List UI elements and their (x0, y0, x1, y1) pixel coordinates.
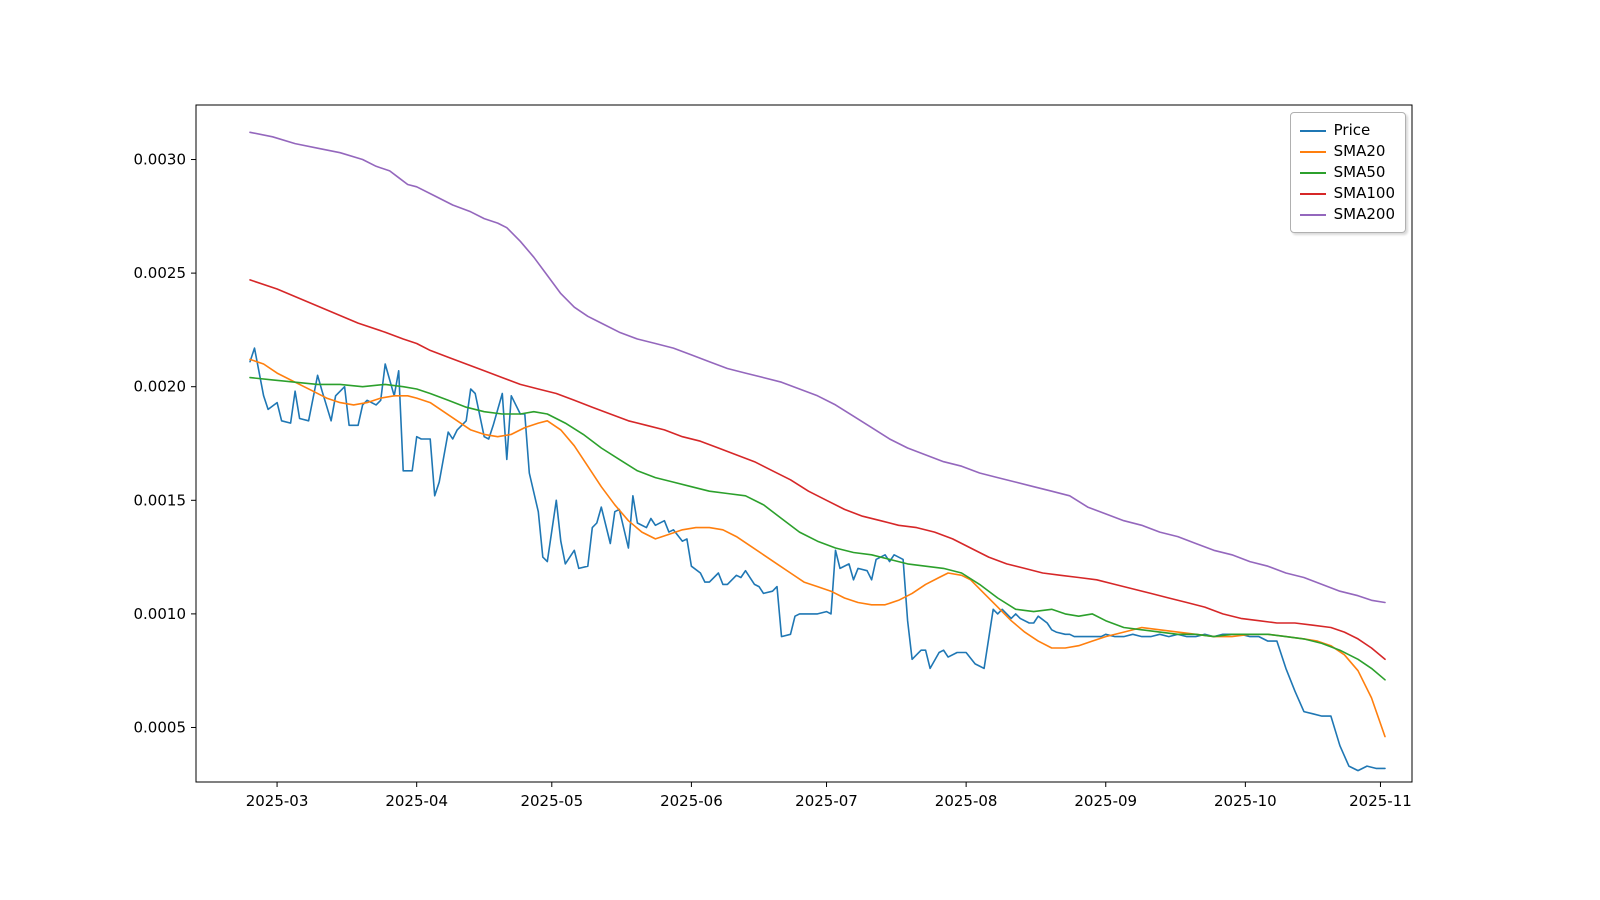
legend-label-sma100: SMA100 (1333, 184, 1395, 202)
legend-item-sma200: SMA200 (1299, 204, 1395, 225)
series-line-sma20 (249, 358, 1386, 738)
sma50-line-swatch (1299, 171, 1326, 174)
x-tick-label: 2025-04 (385, 792, 448, 810)
legend-item-sma50: SMA50 (1299, 162, 1395, 183)
x-tick-label: 2025-08 (935, 792, 998, 810)
legend-item-sma20: SMA20 (1299, 141, 1395, 162)
legend-label-sma50: SMA50 (1333, 163, 1386, 181)
sma200-line-swatch (1299, 213, 1326, 216)
legend-item-price: Price (1299, 120, 1395, 141)
y-tick-label: 0.0025 (134, 264, 187, 282)
x-tick-label: 2025-11 (1349, 792, 1412, 810)
x-tick-label: 2025-09 (1074, 792, 1137, 810)
y-tick-label: 0.0020 (134, 378, 187, 396)
x-tick-label: 2025-03 (246, 792, 309, 810)
y-tick-label: 0.0030 (134, 151, 187, 169)
sma100-line-swatch (1299, 192, 1326, 195)
y-tick-label: 0.0005 (134, 718, 187, 736)
legend-label-sma200: SMA200 (1333, 205, 1395, 223)
series-line-sma50 (249, 376, 1386, 681)
x-tick-label: 2025-10 (1214, 792, 1277, 810)
legend-label-sma20: SMA20 (1333, 142, 1386, 160)
legend: Price SMA20 SMA50 SMA100 SMA200 (1289, 112, 1406, 233)
legend-item-sma100: SMA100 (1299, 183, 1395, 204)
price-line-swatch (1299, 129, 1326, 132)
sma20-line-swatch (1299, 150, 1326, 153)
y-tick-label: 0.0010 (134, 605, 187, 623)
legend-label-price: Price (1333, 121, 1371, 139)
series-line-sma100 (249, 279, 1386, 661)
x-tick-label: 2025-07 (795, 792, 858, 810)
x-tick-label: 2025-06 (660, 792, 723, 810)
y-tick-label: 0.0015 (134, 491, 187, 509)
x-tick-label: 2025-05 (520, 792, 583, 810)
series-line-sma200 (249, 131, 1386, 604)
plot-frame (195, 104, 1413, 783)
series-line-price (249, 347, 1386, 772)
